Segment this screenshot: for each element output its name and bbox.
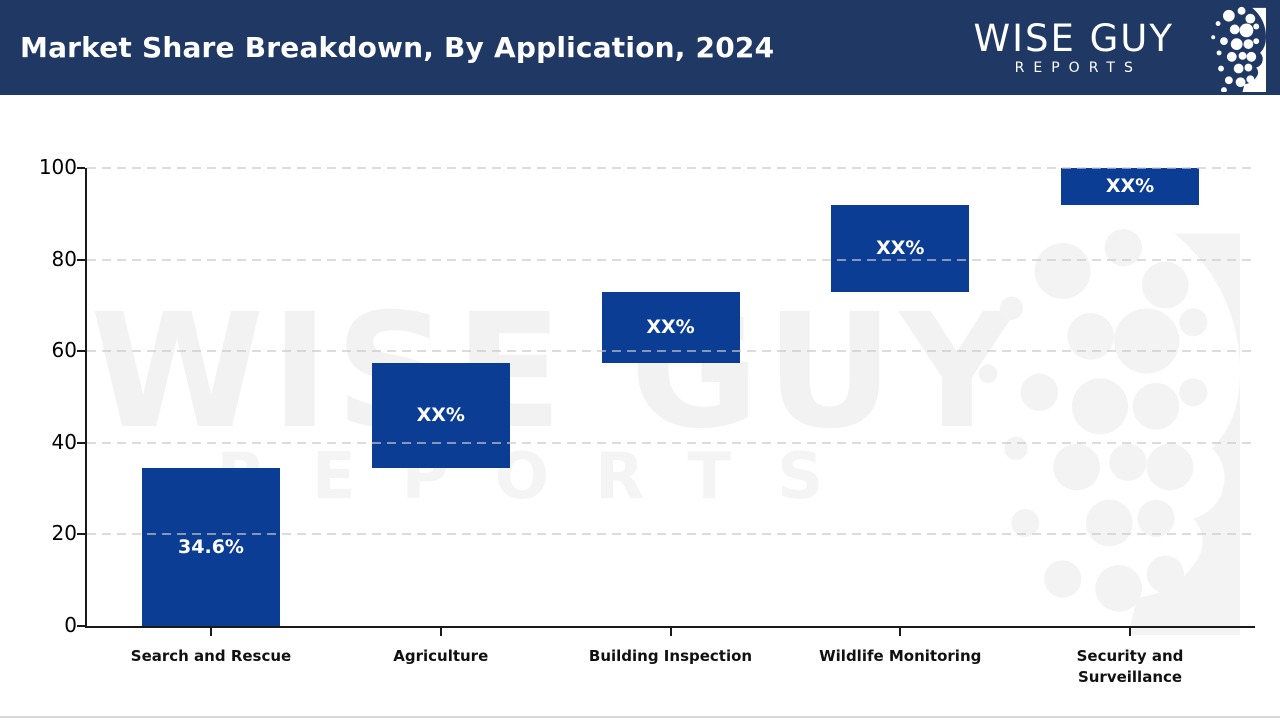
plot-area: 0 20 40 60 80 100 34.6% XX% XX% XX% XX% Search and … — [39, 155, 1255, 686]
y-tick-label: 80 — [51, 246, 77, 271]
x-tick-mark — [439, 628, 442, 636]
x-tick-mark — [669, 628, 672, 636]
gridline-y20 — [87, 533, 1253, 536]
bar-agriculture: XX% — [371, 362, 510, 468]
bar-wildlife-monitoring: XX% — [831, 204, 970, 292]
x-tick-mark — [899, 628, 902, 636]
y-tick-mark — [77, 625, 85, 627]
y-tick-label: 20 — [51, 521, 77, 546]
y-axis-line — [85, 168, 87, 628]
bar-value-label: XX% — [416, 404, 465, 427]
brand-logo: WISE GUY REPORTS — [974, 4, 1266, 92]
y-tick-mark — [77, 441, 85, 444]
page-title: Market Share Breakdown, By Application, … — [20, 31, 775, 64]
gridline-y80 — [87, 258, 1253, 261]
bar-security-and-surveillance: XX% — [1061, 168, 1199, 205]
y-tick-label: 0 — [64, 613, 77, 637]
brand-face-icon — [1211, 6, 1266, 92]
brand-name: WISE GUY — [973, 17, 1174, 60]
bar-value-label: XX% — [1105, 175, 1155, 198]
y-tick-label: 100 — [38, 155, 77, 179]
gridline-y40 — [87, 441, 1253, 444]
chart-area: WISE GUY REPORTS 0 20 40 60 80 100 34.6% XX% XX%… — [0, 95, 1280, 715]
gridline-y100 — [87, 167, 1253, 169]
x-axis-line — [85, 626, 1255, 628]
x-tick-mark — [1129, 628, 1131, 636]
x-category-label: Agriculture — [393, 647, 489, 665]
y-tick-mark — [77, 167, 85, 169]
header-bar: Market Share Breakdown, By Application, … — [0, 0, 1280, 95]
x-tick-mark — [210, 628, 212, 636]
y-tick-label: 60 — [51, 338, 77, 363]
brand-wordmark: WISE GUY REPORTS — [974, 20, 1174, 75]
x-category-label: Security and Surveillance — [1076, 647, 1184, 686]
x-category-label: Search and Rescue — [130, 647, 292, 665]
x-category-label: Wildlife Monitoring — [819, 647, 982, 665]
y-tick-mark — [77, 350, 85, 353]
gridline-y60 — [87, 350, 1253, 353]
x-category-label: Building Inspection — [588, 647, 753, 665]
y-tick-label: 40 — [51, 429, 77, 454]
bar-value-label: XX% — [876, 237, 925, 260]
brand-subtitle: REPORTS — [1014, 60, 1142, 76]
bar-value-label: 34.6% — [178, 535, 244, 558]
footer-divider — [0, 716, 1280, 718]
y-tick-mark — [77, 533, 85, 536]
bar-search-and-rescue: 34.6% — [142, 467, 280, 626]
y-tick-mark — [77, 258, 85, 261]
bar-value-label: XX% — [646, 316, 695, 339]
